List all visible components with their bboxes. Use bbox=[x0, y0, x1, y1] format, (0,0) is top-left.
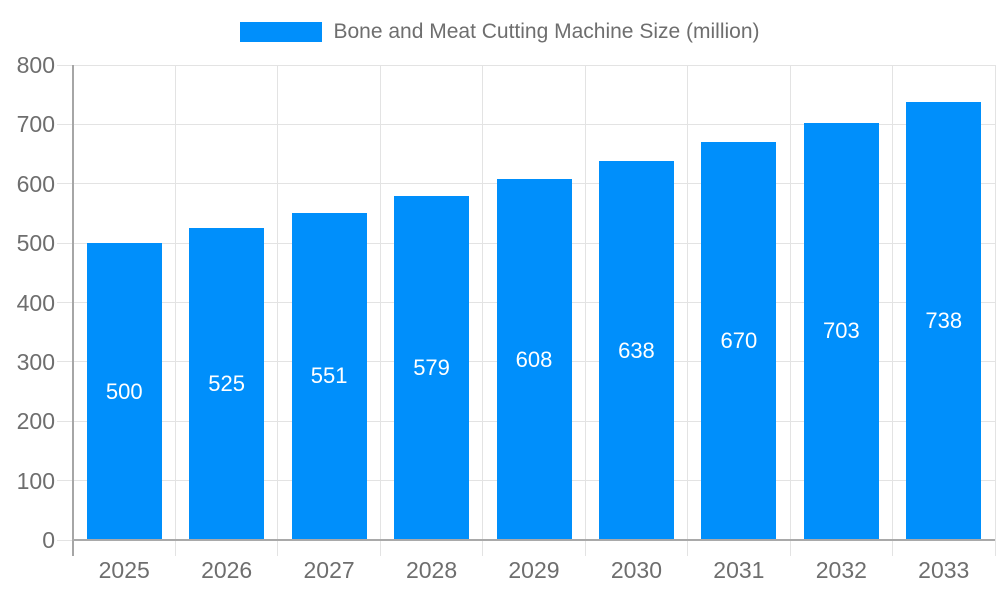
y-axis-tick-label: 500 bbox=[16, 230, 55, 257]
y-axis-tick-label: 600 bbox=[16, 170, 55, 197]
bar: 551 bbox=[291, 212, 367, 540]
x-axis-tick-label: 2028 bbox=[405, 557, 458, 583]
h-gridline bbox=[57, 64, 995, 66]
bar: 608 bbox=[496, 179, 572, 540]
legend-item[interactable]: Bone and Meat Cutting Machine Size (mill… bbox=[0, 18, 1000, 46]
y-axis-line bbox=[72, 65, 74, 556]
v-gridline bbox=[789, 65, 791, 556]
v-gridline bbox=[482, 65, 484, 556]
bar-value-label: 703 bbox=[822, 318, 860, 344]
x-axis-tick-label: 2031 bbox=[713, 557, 765, 583]
bar-value-label: 638 bbox=[618, 337, 655, 363]
x-axis-tick-label: 2032 bbox=[815, 557, 867, 583]
y-axis-tick-label: 0 bbox=[42, 527, 55, 553]
v-gridline bbox=[892, 65, 894, 556]
bar: 670 bbox=[701, 142, 777, 540]
y-axis-tick-label: 800 bbox=[16, 52, 55, 78]
y-axis-tick-label: 700 bbox=[16, 111, 55, 138]
bar: 703 bbox=[803, 122, 879, 540]
bar-value-label: 551 bbox=[310, 363, 348, 389]
bar: 500 bbox=[86, 243, 162, 540]
bar-value-label: 579 bbox=[413, 355, 450, 381]
bar-value-label: 525 bbox=[208, 371, 246, 397]
x-axis-tick-label: 2029 bbox=[508, 557, 560, 583]
bar-value-label: 500 bbox=[105, 378, 143, 404]
v-gridline bbox=[379, 65, 381, 556]
x-axis-tick-label: 2027 bbox=[303, 557, 355, 583]
bar-value-label: 608 bbox=[515, 346, 553, 372]
x-axis-tick-label: 2033 bbox=[918, 557, 970, 583]
x-axis-line bbox=[72, 539, 995, 541]
legend-label: Bone and Meat Cutting Machine Size (mill… bbox=[333, 20, 760, 43]
legend-swatch-icon bbox=[240, 22, 323, 42]
bar-value-label: 738 bbox=[925, 307, 963, 333]
v-gridline bbox=[584, 65, 586, 556]
y-axis-tick-label: 300 bbox=[16, 348, 55, 375]
v-gridline bbox=[994, 65, 996, 556]
v-gridline bbox=[174, 65, 176, 556]
y-axis-tick-label: 100 bbox=[16, 467, 55, 494]
bar: 738 bbox=[906, 101, 982, 540]
bar-value-label: 670 bbox=[720, 328, 758, 354]
plot-area: 500 525 551 579 608 638 670 703 738 bbox=[73, 65, 995, 540]
h-gridline bbox=[57, 123, 995, 125]
v-gridline bbox=[277, 65, 279, 556]
bar: 638 bbox=[598, 161, 674, 540]
y-axis-tick-label: 400 bbox=[16, 289, 55, 316]
x-axis-tick-label: 2030 bbox=[610, 557, 663, 583]
x-axis-tick-label: 2026 bbox=[201, 557, 253, 583]
bar: 525 bbox=[189, 228, 265, 540]
v-gridline bbox=[687, 65, 689, 556]
y-axis-tick-label: 200 bbox=[16, 408, 55, 435]
bar: 579 bbox=[394, 196, 470, 540]
x-axis-tick-label: 2025 bbox=[98, 557, 150, 583]
